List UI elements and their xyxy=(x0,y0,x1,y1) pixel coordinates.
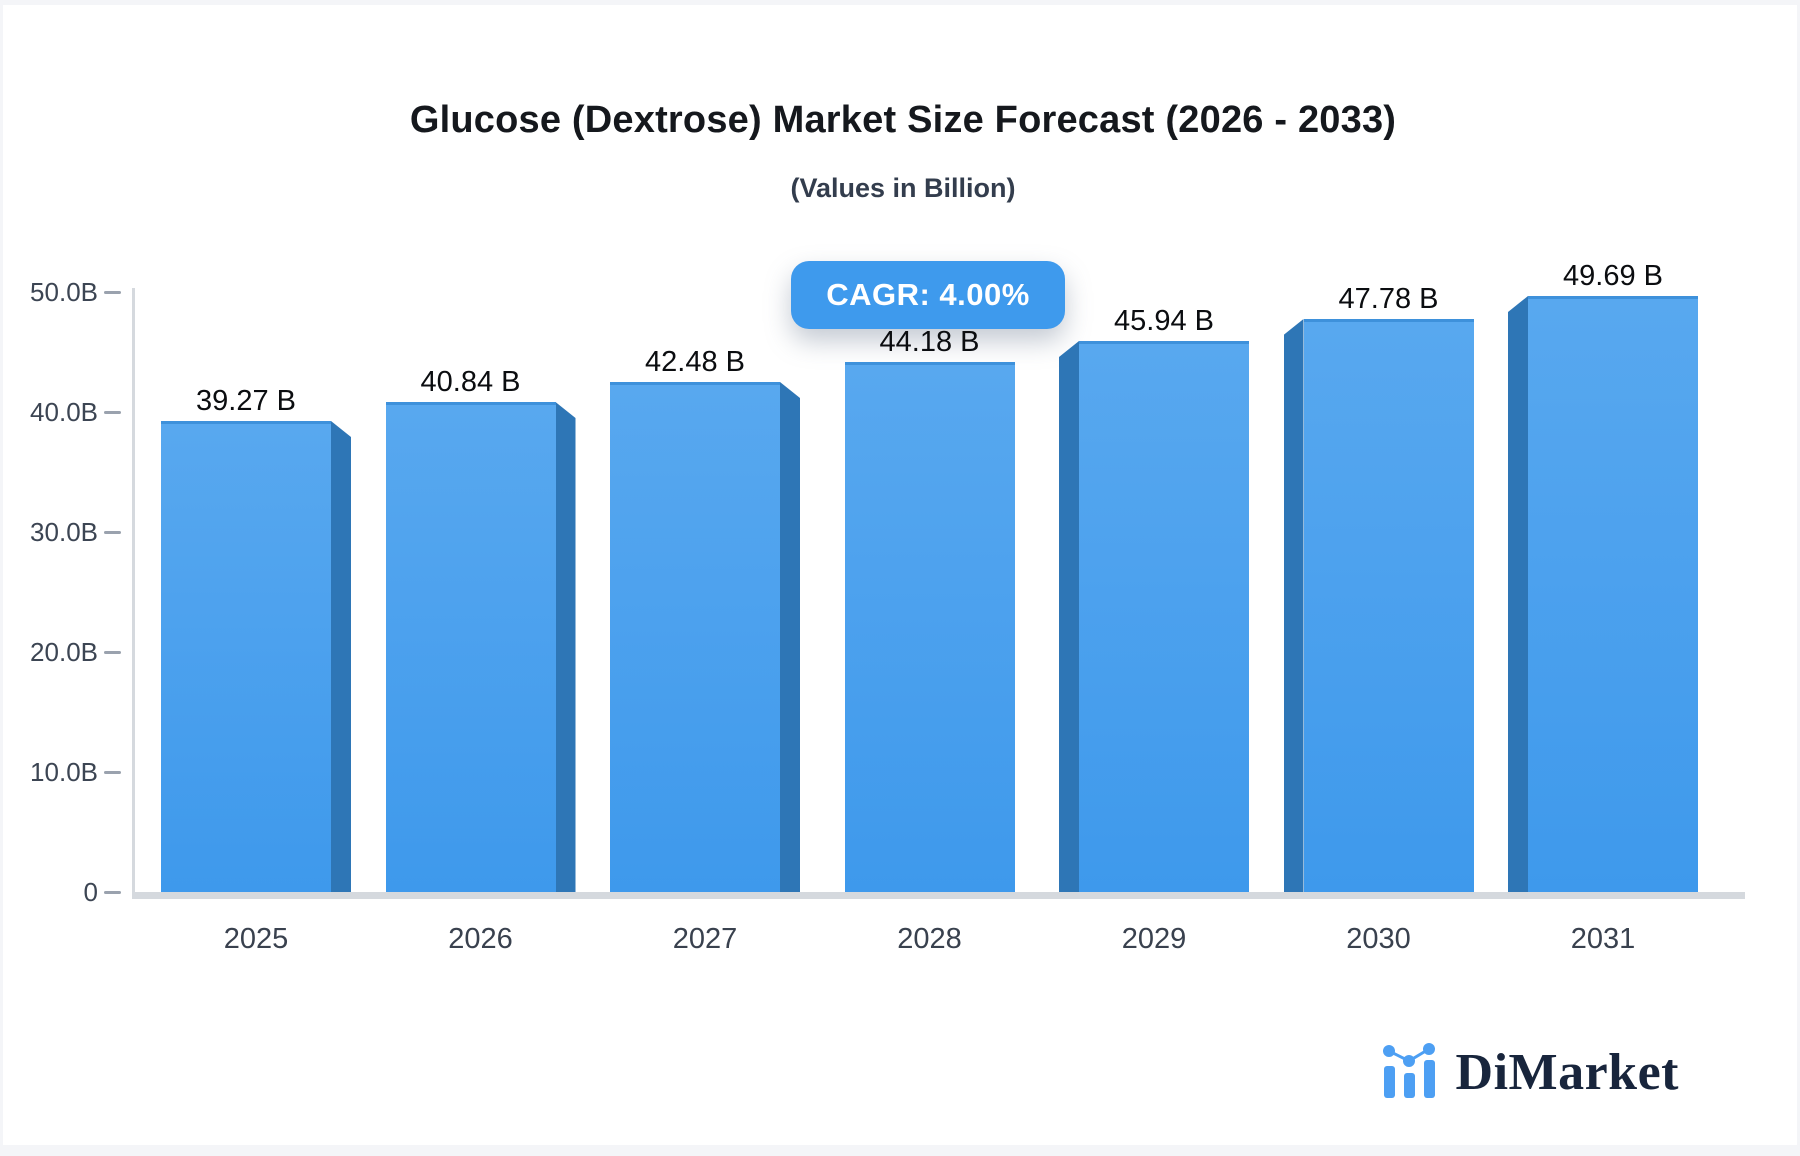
bar-2031[interactable] xyxy=(1528,296,1698,892)
chart-subtitle: (Values in Billion) xyxy=(790,173,1016,203)
bar-value-label: 39.27 B xyxy=(196,385,296,417)
y-tick-dash xyxy=(104,291,121,294)
x-axis-label-2031: 2031 xyxy=(1570,923,1636,955)
y-tick-dash xyxy=(104,771,121,774)
chart-canvas: Glucose (Dextrose) Market Size Forecast … xyxy=(3,5,1797,1145)
x-axis-label-2027: 2027 xyxy=(672,923,738,955)
bar-value-label: 42.48 B xyxy=(645,346,745,378)
bar-side-2029 xyxy=(1059,341,1079,892)
bar-value-label: 44.18 B xyxy=(879,326,980,358)
y-tick-dash xyxy=(104,651,121,654)
bar-side-2027 xyxy=(780,382,800,892)
y-tick-dash xyxy=(104,411,121,414)
bar-value-label: 47.78 B xyxy=(1338,283,1439,315)
bar-value-label: 45.94 B xyxy=(1114,305,1214,337)
bar-2027[interactable] xyxy=(610,382,780,892)
brand-logo: DiMarket xyxy=(1378,1037,1679,1107)
bar-value-label: 40.84 B xyxy=(420,366,521,398)
bar-2030[interactable] xyxy=(1303,319,1474,892)
y-tick-label: 10.0B xyxy=(30,757,98,787)
bar-2028[interactable] xyxy=(844,362,1015,892)
x-axis-label-2030: 2030 xyxy=(1346,923,1411,955)
y-tick-label: 40.0B xyxy=(30,397,98,427)
bar-side-2025 xyxy=(331,421,351,892)
x-axis-label-2028: 2028 xyxy=(897,923,962,955)
x-axis-label-2026: 2026 xyxy=(448,923,513,955)
bar-2025[interactable] xyxy=(161,421,331,892)
brand-name: DiMarket xyxy=(1455,1043,1679,1101)
bar-value-label: 49.69 B xyxy=(1563,260,1663,292)
chart-title: Glucose (Dextrose) Market Size Forecast … xyxy=(409,99,1397,141)
x-axis-label-2029: 2029 xyxy=(1121,923,1187,955)
y-tick-dash xyxy=(104,531,121,534)
bar-side-2030 xyxy=(1283,319,1304,892)
cagr-badge: CAGR: 4.00% xyxy=(791,261,1065,329)
y-tick-label: 50.0B xyxy=(30,277,98,307)
bar-2026[interactable] xyxy=(385,402,556,892)
y-tick-label: 0 xyxy=(83,877,98,907)
y-axis-line xyxy=(132,288,135,896)
bar-side-2026 xyxy=(555,402,576,892)
y-tick-dash xyxy=(104,891,121,894)
bar-2029[interactable] xyxy=(1079,341,1249,892)
x-axis-line xyxy=(132,892,1745,899)
bar-side-2031 xyxy=(1508,296,1528,892)
x-axis-label-2025: 2025 xyxy=(223,923,289,955)
bar-chart-logo-icon xyxy=(1378,1040,1442,1104)
y-tick-label: 20.0B xyxy=(30,637,98,667)
y-tick-label: 30.0B xyxy=(30,517,98,547)
chart-card: Glucose (Dextrose) Market Size Forecast … xyxy=(3,5,1797,1145)
